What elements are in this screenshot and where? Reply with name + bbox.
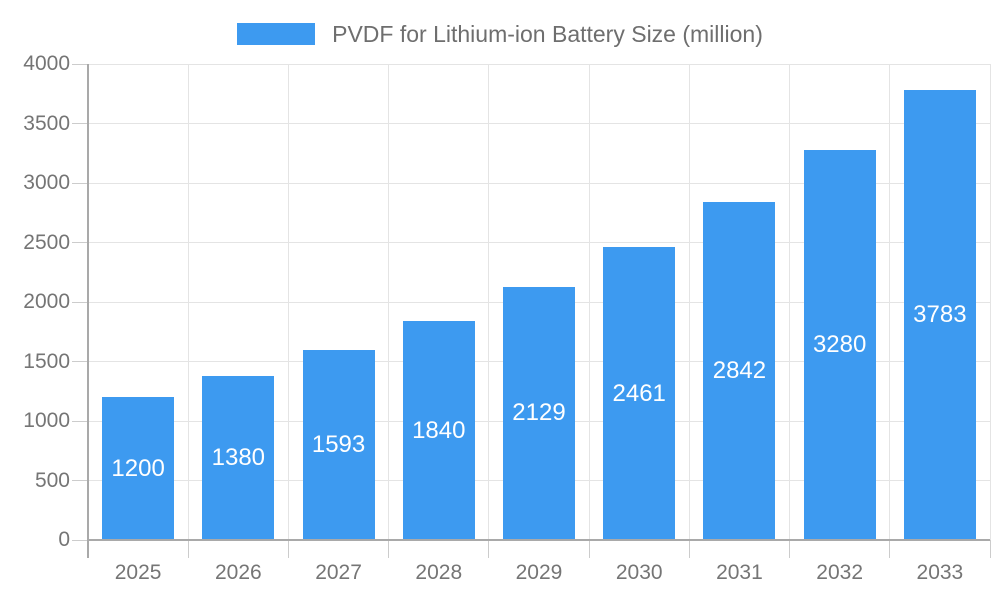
x-axis-tick (287, 540, 289, 558)
bar-value-label: 1593 (311, 431, 366, 459)
y-axis-tick (72, 361, 88, 362)
gridline-vertical (388, 64, 390, 540)
y-axis-label: 2500 (23, 230, 70, 254)
y-axis-tick (72, 539, 88, 541)
x-axis-label: 2027 (315, 561, 362, 584)
bar-value-label: 2461 (612, 379, 666, 407)
bar-2032[interactable] (803, 149, 876, 540)
y-axis-tick (72, 63, 88, 65)
legend-label: PVDF for Lithium-ion Battery Size (milli… (332, 21, 763, 47)
bar-value-label: 3280 (812, 330, 867, 358)
bar-2031[interactable] (703, 201, 776, 540)
y-axis-tick (72, 123, 88, 124)
x-axis-label: 2025 (114, 561, 162, 584)
y-axis-line (87, 64, 89, 558)
x-axis-tick (889, 540, 891, 558)
bar-value-label: 2842 (712, 356, 767, 384)
x-axis-tick (388, 540, 390, 558)
y-axis-label: 500 (34, 468, 70, 492)
bar-value-label: 1200 (111, 454, 165, 482)
legend-swatch-icon (237, 23, 316, 45)
x-axis-label: 2026 (214, 561, 262, 584)
bar-value-label: 3783 (913, 300, 967, 328)
x-axis-label: 2031 (716, 561, 763, 584)
x-axis-line (88, 539, 990, 541)
x-axis-tick (488, 540, 490, 558)
legend: PVDF for Lithium-ion Battery Size (milli… (0, 22, 1000, 46)
x-axis-label: 2033 (916, 561, 964, 584)
y-axis-label: 3000 (23, 171, 70, 194)
bar-value-label: 1380 (211, 443, 266, 471)
bar-value-label: 2129 (512, 399, 566, 427)
gridline-horizontal (88, 242, 990, 243)
bar-2027[interactable] (302, 350, 375, 540)
gridline-horizontal (88, 123, 990, 124)
y-axis-tick (72, 182, 88, 184)
x-axis-tick (588, 540, 590, 558)
bar-value-label: 1840 (412, 416, 466, 444)
gridline-vertical (889, 64, 891, 540)
x-axis-label: 2028 (415, 561, 463, 584)
y-axis-tick (72, 301, 88, 303)
x-axis-label: 2030 (615, 561, 663, 584)
y-axis-label: 1000 (23, 409, 70, 432)
bar-2028[interactable] (402, 321, 475, 540)
y-axis-tick (72, 242, 88, 243)
gridline-horizontal (88, 182, 990, 184)
y-axis-label: 2000 (23, 290, 70, 313)
x-axis-tick (989, 540, 991, 558)
gridline-vertical (588, 64, 590, 540)
gridline-horizontal (88, 63, 990, 65)
x-axis-label: 2029 (515, 561, 563, 584)
bar-2025[interactable] (102, 397, 175, 540)
x-axis-label: 2032 (816, 561, 864, 584)
x-axis-tick (187, 540, 189, 558)
x-axis-tick (789, 540, 791, 558)
gridline-vertical (287, 64, 289, 540)
bar-2030[interactable] (603, 247, 676, 540)
gridline-vertical (989, 64, 991, 540)
gridline-vertical (789, 64, 791, 540)
y-axis-tick (72, 420, 88, 422)
y-axis-label: 0 (58, 528, 70, 551)
y-axis-label: 3500 (23, 111, 70, 135)
x-axis-tick (688, 540, 690, 558)
y-axis-tick (72, 480, 88, 481)
legend-item[interactable]: PVDF for Lithium-ion Battery Size (milli… (237, 22, 763, 46)
gridline-vertical (688, 64, 690, 540)
bar-2026[interactable] (202, 375, 275, 540)
y-axis-label: 4000 (23, 52, 70, 75)
gridline-vertical (187, 64, 189, 540)
bar-2029[interactable] (503, 286, 575, 540)
bar-2033[interactable] (903, 89, 976, 540)
y-axis-label: 1500 (23, 349, 70, 373)
gridline-vertical (488, 64, 490, 540)
